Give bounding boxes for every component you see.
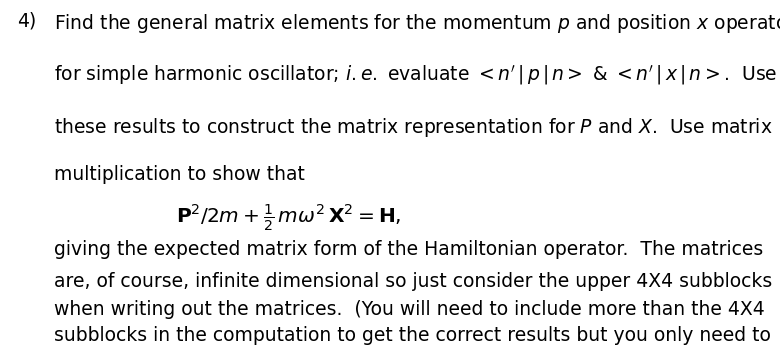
Text: when writing out the matrices.  (You will need to include more than the 4X4: when writing out the matrices. (You will… xyxy=(54,300,764,319)
Text: these results to construct the matrix representation for $P$ and $X$.  Use matri: these results to construct the matrix re… xyxy=(54,116,772,139)
Text: 4): 4) xyxy=(17,11,37,30)
Text: for simple harmonic oscillator; $i.e.$ evaluate $< n'\,|\,p\,|\,n >$ & $< n'\,|\: for simple harmonic oscillator; $i.e.$ e… xyxy=(54,63,777,87)
Text: subblocks in the computation to get the correct results but you only need to: subblocks in the computation to get the … xyxy=(54,327,771,346)
Text: are, of course, infinite dimensional so just consider the upper 4X4 subblocks: are, of course, infinite dimensional so … xyxy=(54,272,772,291)
Text: $\mathbf{P}^2/2m + \frac{1}{2}\,m\omega^2\,\mathbf{X}^2 = \mathbf{H},$: $\mathbf{P}^2/2m + \frac{1}{2}\,m\omega^… xyxy=(176,202,401,233)
Text: giving the expected matrix form of the Hamiltonian operator.  The matrices: giving the expected matrix form of the H… xyxy=(54,240,763,259)
Text: Find the general matrix elements for the momentum $p$ and position $x$ operators: Find the general matrix elements for the… xyxy=(54,11,780,35)
Text: multiplication to show that: multiplication to show that xyxy=(54,165,304,184)
